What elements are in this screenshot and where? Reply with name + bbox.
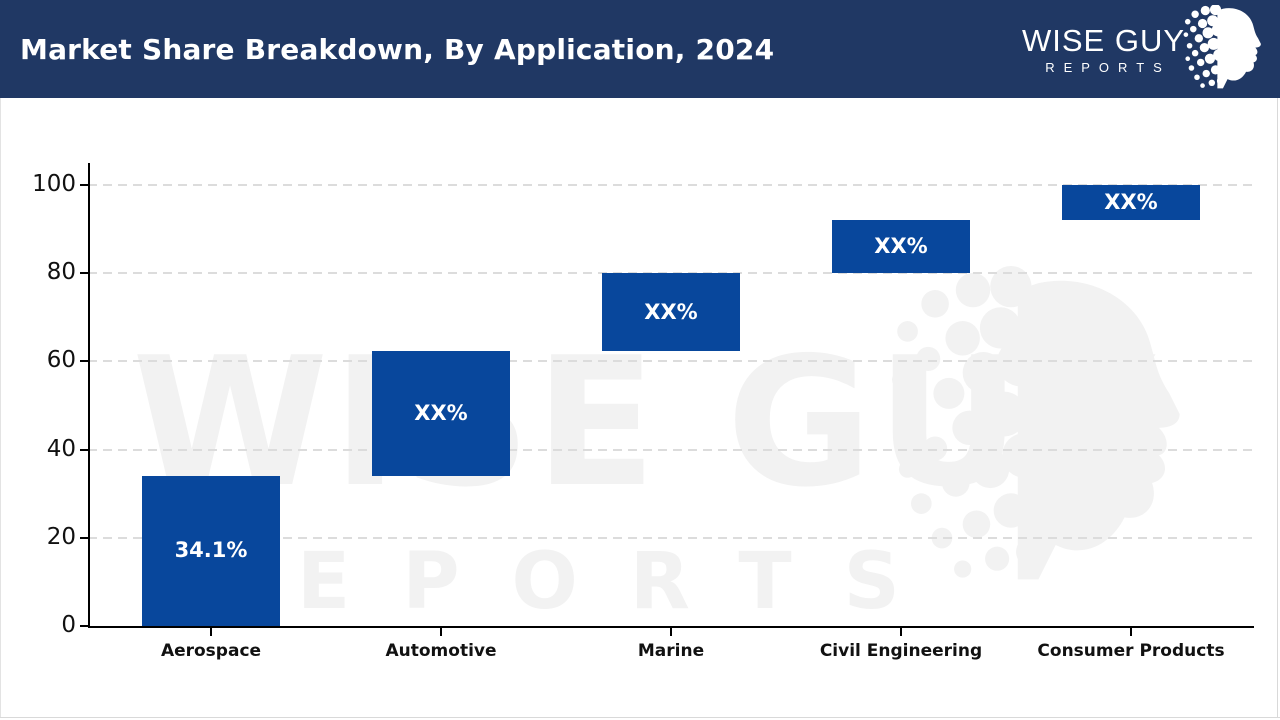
logo-wordmark-top: WISE GUY: [1022, 23, 1186, 58]
gridline-100: [88, 184, 1254, 186]
y-tick-20: [80, 536, 88, 539]
logo-wordmark-bottom: REPORTS: [1045, 60, 1171, 75]
wiseguy-logo: WISE GUY REPORTS: [1022, 4, 1272, 94]
x-tick-2: [670, 628, 672, 636]
bar-value-label: 34.1%: [174, 538, 248, 563]
y-tick-label-100: 100: [32, 171, 76, 197]
bar-value-label: XX%: [1104, 190, 1158, 215]
y-tick-label-20: 20: [46, 523, 76, 550]
y-tick-60: [80, 360, 88, 363]
x-category-label-4: Consumer Products: [1037, 641, 1225, 661]
y-axis-spine: [88, 163, 90, 628]
x-axis-spine: [88, 626, 1254, 628]
x-category-label-1: Automotive: [385, 641, 497, 661]
y-tick-40: [80, 448, 88, 451]
figure-border-left: [0, 98, 1, 718]
bar-consumer-products: XX%: [1062, 185, 1200, 221]
bar-civil-engineering: XX%: [832, 220, 970, 274]
logo-wordmark: WISE GUY REPORTS: [1022, 23, 1185, 75]
gridline-60: [88, 360, 1254, 363]
x-tick-4: [1130, 628, 1132, 636]
gridline-40: [88, 448, 1254, 451]
x-tick-1: [440, 628, 442, 636]
watermark-text-secondary: REPORTS: [185, 537, 952, 627]
y-tick-0: [80, 625, 88, 627]
bar-value-label: XX%: [644, 299, 698, 324]
bar-value-label: XX%: [414, 400, 468, 425]
chart-area: WISE GUY REPORTS 0 20 40 60 80 100 34.1% Aerosp…: [0, 98, 1280, 720]
x-tick-3: [900, 628, 902, 636]
y-tick-100: [80, 184, 88, 186]
bar-marine: XX%: [602, 273, 740, 352]
bar-value-label: XX%: [874, 234, 928, 259]
gridline-20: [88, 536, 1254, 539]
y-tick-80: [80, 272, 88, 275]
y-tick-label-0: 0: [61, 612, 76, 638]
bar-aerospace: 34.1%: [142, 475, 280, 626]
header: Market Share Breakdown, By Application, …: [0, 0, 1280, 98]
x-tick-0: [210, 628, 212, 636]
page-title: Market Share Breakdown, By Application, …: [20, 32, 775, 66]
y-tick-label-60: 60: [46, 347, 76, 374]
figure-border-bottom: [0, 717, 1280, 718]
x-category-label-3: Civil Engineering: [819, 641, 983, 661]
y-tick-label-40: 40: [46, 435, 76, 462]
figure-border-right: [1277, 98, 1278, 718]
bar-automotive: XX%: [372, 351, 510, 476]
x-category-label-2: Marine: [637, 641, 705, 661]
y-tick-label-80: 80: [46, 259, 76, 286]
logo-head-profile-icon: [1183, 5, 1261, 89]
x-category-label-0: Aerospace: [160, 641, 262, 661]
